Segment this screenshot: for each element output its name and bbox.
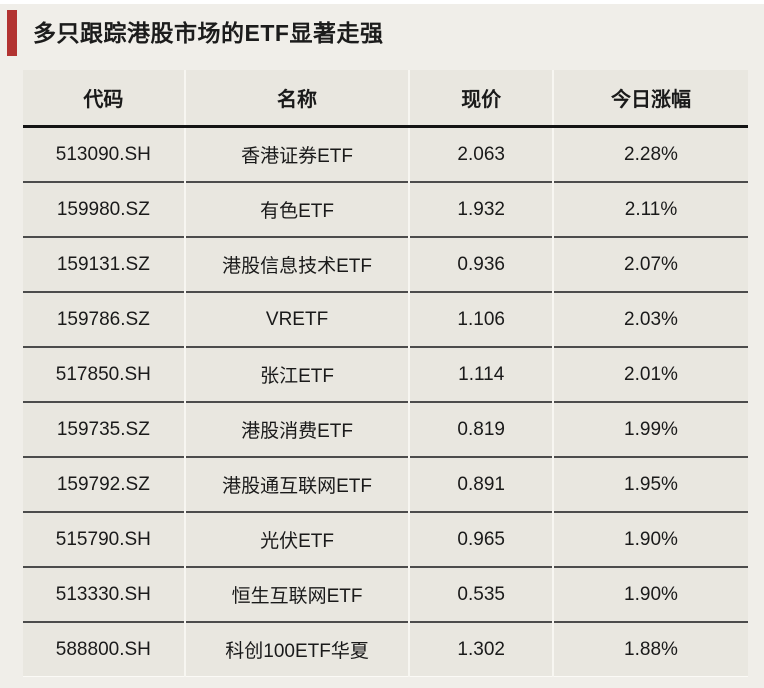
cell-change: 2.03% [551,291,748,347]
table-row: 588800.SH 科创100ETF华夏 1.302 1.88% [23,621,748,677]
header-row: 代码 名称 现价 今日涨幅 [23,70,748,128]
cell-price: 0.819 [408,401,553,457]
cell-code: 588800.SH [23,621,185,677]
cell-price: 0.535 [408,566,553,622]
etf-table-header: 代码 名称 现价 今日涨幅 [23,70,748,128]
etf-table-container: 代码 名称 现价 今日涨幅 513090.SH 香港证券ETF 2.063 2.… [23,70,748,677]
cell-name: 香港证券ETF [183,126,410,182]
cell-code: 159786.SZ [23,291,185,347]
cell-name: 港股消费ETF [183,401,410,457]
etf-table: 代码 名称 现价 今日涨幅 513090.SH 香港证券ETF 2.063 2.… [23,70,748,677]
table-row: 513090.SH 香港证券ETF 2.063 2.28% [23,126,748,182]
column-header-price: 现价 [408,70,553,128]
cell-price: 1.302 [408,621,553,677]
cell-change: 1.88% [551,621,748,677]
cell-name: 有色ETF [183,181,410,237]
column-header-name: 名称 [183,70,410,128]
cell-code: 159792.SZ [23,456,185,512]
table-row: 159980.SZ 有色ETF 1.932 2.11% [23,181,748,237]
cell-price: 0.891 [408,456,553,512]
title-block: 多只跟踪港股市场的ETF显著走强 [7,10,383,56]
cell-code: 513330.SH [23,566,185,622]
cell-name: 科创100ETF华夏 [183,621,410,677]
table-row: 159735.SZ 港股消费ETF 0.819 1.99% [23,401,748,457]
page-title: 多只跟踪港股市场的ETF显著走强 [33,20,384,46]
column-header-change: 今日涨幅 [551,70,748,128]
cell-change: 1.90% [551,511,748,567]
cell-change: 2.07% [551,236,748,292]
cell-price: 0.936 [408,236,553,292]
table-row: 515790.SH 光伏ETF 0.965 1.90% [23,511,748,567]
cell-price: 2.063 [408,126,553,182]
cell-price: 1.932 [408,181,553,237]
cell-change: 2.01% [551,346,748,402]
top-white-strip [0,0,764,4]
cell-change: 2.28% [551,126,748,182]
table-row: 513330.SH 恒生互联网ETF 0.535 1.90% [23,566,748,622]
cell-code: 159131.SZ [23,236,185,292]
cell-code: 513090.SH [55,143,151,165]
cell-code: 159735.SZ [23,401,185,457]
table-row: 159131.SZ 港股信息技术ETF 0.936 2.07% [23,236,748,292]
cell-change: 2.11% [551,181,748,237]
cell-name: 港股信息技术ETF [183,236,410,292]
cell-price: 1.114 [408,346,553,402]
cell-price: 0.965 [408,511,553,567]
table-row: 159786.SZ VRETF 1.106 2.03% [23,291,748,347]
cell-name: 恒生互联网ETF [183,566,410,622]
cell-name: VRETF [183,291,410,347]
cell-change: 1.90% [551,566,748,622]
column-header-code: 代码 [23,70,185,128]
cell-name: 张江ETF [183,346,410,402]
cell-price: 1.106 [408,291,553,347]
cell-name: 光伏ETF [183,511,410,567]
cell-name: 港股通互联网ETF [183,456,410,512]
cell-code: 515790.SH [23,511,185,567]
etf-table-body: 513090.SH 香港证券ETF 2.063 2.28% 159980.SZ … [23,126,748,677]
table-row: 159792.SZ 港股通互联网ETF 0.891 1.95% [23,456,748,512]
cell-change: 1.99% [551,401,748,457]
cell-code: 517850.SH [23,346,185,402]
table-row: 517850.SH 张江ETF 1.114 2.01% [23,346,748,402]
cell-code: 159980.SZ [23,181,185,237]
cell-change: 1.95% [551,456,748,512]
title-accent-bar [7,10,17,56]
